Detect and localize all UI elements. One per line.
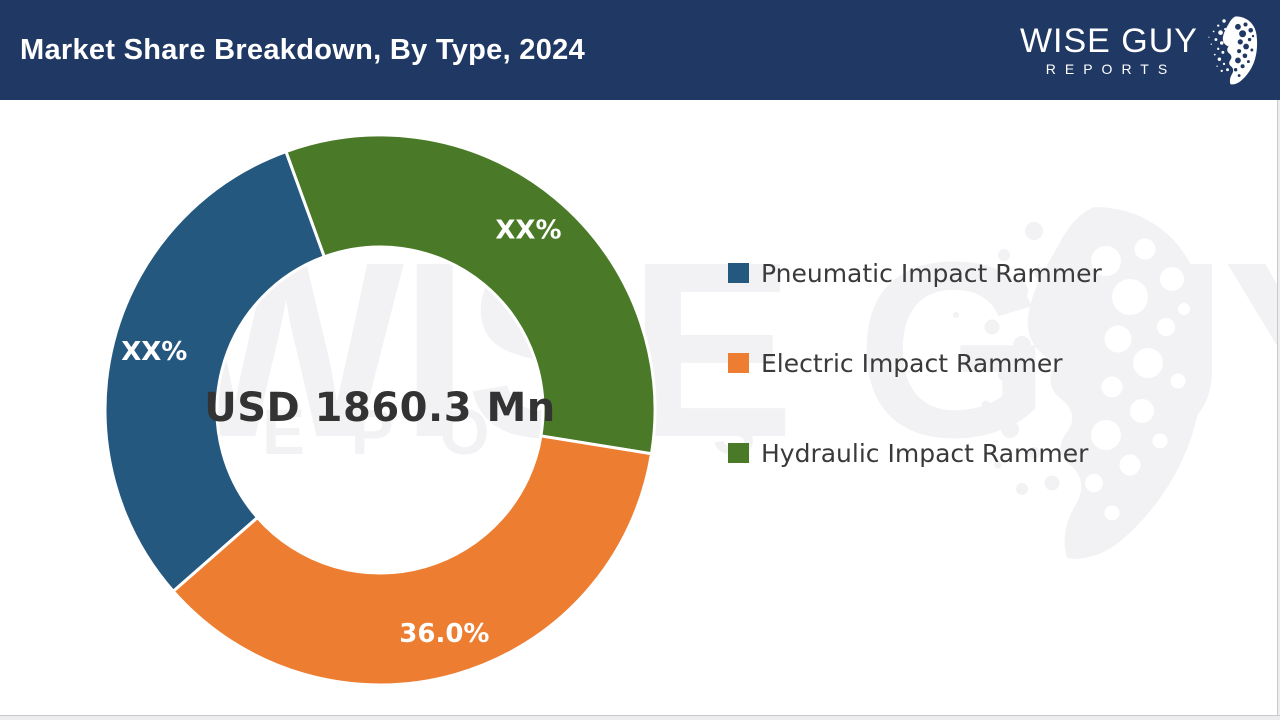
legend-item-pneumatic: Pneumatic Impact Rammer — [728, 254, 1102, 292]
header-bar: Market Share Breakdown, By Type, 2024 WI… — [0, 0, 1280, 100]
chart-legend: Pneumatic Impact Rammer Electric Impact … — [728, 254, 1102, 524]
legend-label: Electric Impact Rammer — [761, 348, 1063, 378]
wiseguy-logo: WISE GUY REPORTS — [1020, 11, 1260, 89]
donut-slice-hydraulic-impact-rammer — [284, 133, 657, 456]
legend-swatch-hydraulic — [728, 443, 749, 463]
legend-label: Hydraulic Impact Rammer — [761, 438, 1089, 468]
slide-bottom-edge — [0, 715, 1280, 720]
slice-percentage-label: 36.0% — [399, 619, 489, 649]
legend-item-electric: Electric Impact Rammer — [728, 344, 1102, 382]
logo-wordmark: WISE GUY — [1019, 22, 1198, 60]
legend-item-hydraulic: Hydraulic Impact Rammer — [728, 434, 1102, 472]
legend-swatch-pneumatic — [728, 263, 749, 283]
wiseguy-logo-text: WISE GUY REPORTS — [1020, 24, 1198, 76]
slice-percentage-label: XX% — [495, 215, 561, 245]
page-title: Market Share Breakdown, By Type, 2024 — [20, 33, 586, 66]
slice-percentage-label: XX% — [121, 337, 187, 367]
slide-right-edge — [1277, 0, 1280, 720]
logo-reports-text: REPORTS — [1045, 61, 1177, 77]
legend-label: Pneumatic Impact Rammer — [761, 258, 1102, 288]
chart-center-value: USD 1860.3 Mn — [204, 385, 556, 431]
donut-slice-pneumatic-impact-rammer — [103, 150, 326, 593]
wiseguy-face-icon — [1208, 16, 1258, 85]
donut-slice-electric-impact-rammer — [171, 434, 653, 687]
legend-swatch-electric — [728, 353, 749, 373]
